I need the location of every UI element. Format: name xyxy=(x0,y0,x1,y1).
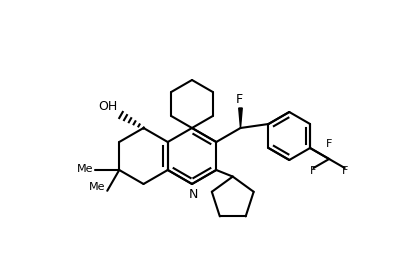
Polygon shape xyxy=(239,108,242,128)
Text: F: F xyxy=(342,166,348,176)
Text: Me: Me xyxy=(77,164,93,174)
Text: N: N xyxy=(189,188,198,201)
Text: Me: Me xyxy=(89,182,105,192)
Text: F: F xyxy=(236,93,243,106)
Text: F: F xyxy=(326,139,332,149)
Text: F: F xyxy=(310,166,317,176)
Text: OH: OH xyxy=(99,100,118,113)
